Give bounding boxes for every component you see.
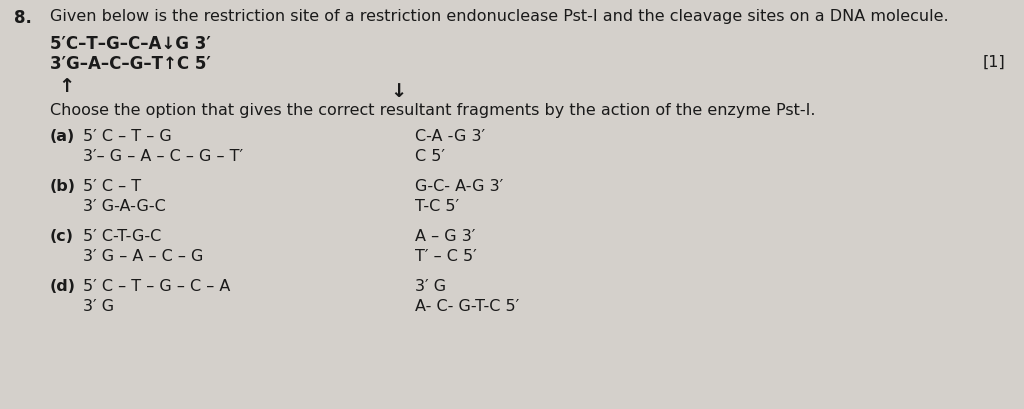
Text: A- C- G-T-C 5′: A- C- G-T-C 5′ (415, 299, 519, 314)
Text: 3′G–A–C–G–T↑C 5′: 3′G–A–C–G–T↑C 5′ (50, 55, 211, 73)
Text: 5′ C – T – G – C – A: 5′ C – T – G – C – A (83, 279, 230, 294)
Text: ↑: ↑ (58, 77, 75, 96)
Text: (a): (a) (50, 129, 75, 144)
Text: 5′ C-T-G-C: 5′ C-T-G-C (83, 229, 161, 244)
Text: 5′ C – T: 5′ C – T (83, 179, 141, 194)
Text: 8.: 8. (14, 9, 32, 27)
Text: Choose the option that gives the correct resultant fragments by the action of th: Choose the option that gives the correct… (50, 103, 815, 118)
Text: T-C 5′: T-C 5′ (415, 199, 459, 214)
Text: C 5′: C 5′ (415, 149, 445, 164)
Text: 3′ G – A – C – G: 3′ G – A – C – G (83, 249, 204, 264)
Text: 3′ G: 3′ G (83, 299, 114, 314)
Text: G-C- A-G 3′: G-C- A-G 3′ (415, 179, 503, 194)
Text: Given below is the restriction site of a restriction endonuclease Pst-I and the : Given below is the restriction site of a… (50, 9, 948, 24)
Text: ↓: ↓ (390, 82, 407, 101)
Text: 5′ C – T – G: 5′ C – T – G (83, 129, 172, 144)
Text: A – G 3′: A – G 3′ (415, 229, 475, 244)
Text: 3′ G-A-G-C: 3′ G-A-G-C (83, 199, 166, 214)
Text: 3′– G – A – C – G – T′: 3′– G – A – C – G – T′ (83, 149, 243, 164)
Text: (c): (c) (50, 229, 74, 244)
Text: 5′C–T–G–C–A↓G 3′: 5′C–T–G–C–A↓G 3′ (50, 35, 211, 53)
Text: 3′ G: 3′ G (415, 279, 446, 294)
Text: T′ – C 5′: T′ – C 5′ (415, 249, 477, 264)
Text: C-A -G 3′: C-A -G 3′ (415, 129, 485, 144)
Text: [1]: [1] (982, 55, 1005, 70)
Text: (d): (d) (50, 279, 76, 294)
Text: (b): (b) (50, 179, 76, 194)
